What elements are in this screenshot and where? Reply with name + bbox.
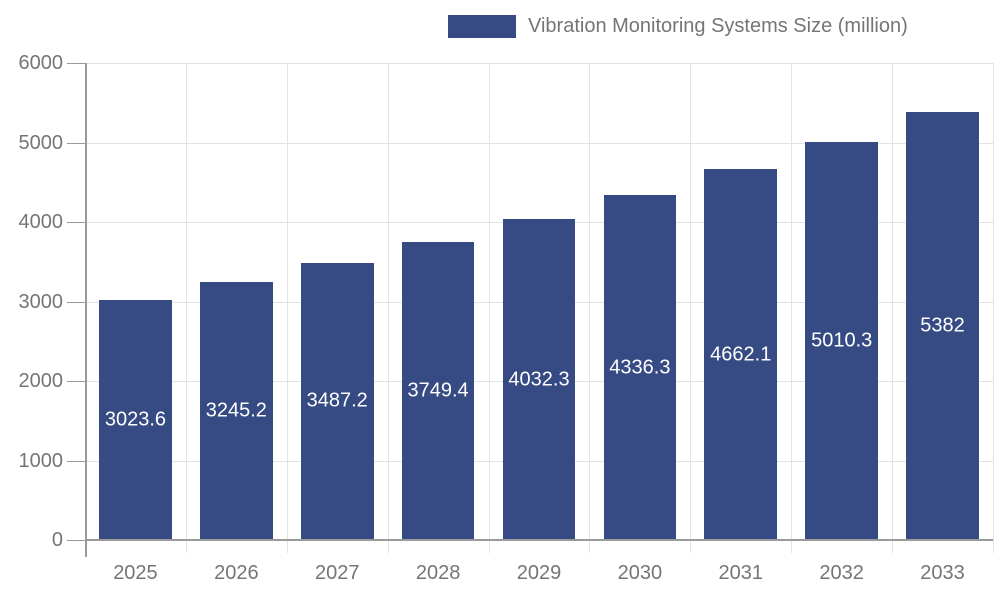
x-axis-tick-label: 2031: [718, 562, 764, 584]
x-axis-tick-label: 2027: [314, 562, 360, 584]
plot-area: 3023.6 3245.2 3487.2 3749.4 4032.3 4336.3 4662…: [85, 63, 994, 553]
bar-value-label: 3487.2: [306, 389, 368, 412]
gridline-vertical: [488, 63, 490, 553]
bar-value-label: 4662.1: [710, 343, 772, 366]
y-axis-tick: [67, 63, 85, 64]
gridline-vertical: [387, 63, 389, 553]
legend-item[interactable]: Vibration Monitoring Systems Size (milli…: [448, 15, 908, 38]
x-axis-tick-label: 2030: [617, 562, 663, 584]
gridline-vertical: [690, 63, 692, 553]
bar-value-label: 3749.4: [407, 379, 469, 402]
bar-value-label: 5010.3: [811, 329, 873, 352]
bar-value-label: 3023.6: [104, 408, 167, 431]
y-axis-tick-label: 1000: [18, 449, 64, 472]
bar[interactable]: 3749.4: [401, 241, 475, 540]
y-axis-tick: [67, 222, 85, 223]
bar-value-label: 4032.3: [508, 368, 570, 391]
bar[interactable]: 4336.3: [603, 195, 677, 540]
bar-value-label: 3245.2: [205, 399, 267, 422]
gridline-vertical: [286, 63, 288, 553]
gridline-horizontal: [85, 63, 993, 64]
x-axis-tick-label: 2028: [415, 562, 461, 584]
gridline-vertical: [791, 63, 793, 553]
y-axis-tick-label: 3000: [18, 290, 64, 313]
x-axis-tick-label: 2033: [920, 562, 965, 584]
y-axis-tick: [67, 460, 85, 462]
bar[interactable]: 3245.2: [200, 282, 273, 540]
y-axis-line: [85, 63, 87, 557]
bar[interactable]: 5010.3: [805, 141, 878, 540]
x-axis-tick-label: 2026: [214, 562, 259, 584]
y-axis-tick: [67, 301, 85, 303]
gridline-vertical: [589, 63, 591, 553]
bar[interactable]: 3487.2: [300, 262, 374, 540]
legend-swatch: [448, 15, 516, 38]
bar-value-label: 4336.3: [609, 356, 671, 379]
bar[interactable]: 3023.6: [99, 299, 172, 540]
y-axis-tick-label: 4000: [18, 211, 64, 233]
x-axis-tick-label: 2025: [113, 562, 158, 584]
x-axis-tick-label: 2032: [819, 562, 864, 584]
y-axis-tick-label: 6000: [18, 52, 64, 74]
gridline-horizontal: [85, 142, 993, 144]
y-axis-tick-label: 2000: [18, 370, 64, 392]
y-axis-tick-label: 0: [51, 529, 63, 551]
gridline-vertical: [892, 63, 894, 553]
y-axis-tick-label: 5000: [18, 131, 64, 154]
legend-label: Vibration Monitoring Systems Size (milli…: [528, 15, 908, 37]
gridline-vertical: [185, 63, 187, 553]
x-axis-line: [85, 539, 993, 541]
y-axis-tick: [67, 381, 85, 382]
bar[interactable]: 4662.1: [704, 169, 778, 540]
x-axis-tick-label: 2029: [516, 562, 562, 584]
bar[interactable]: 5382: [906, 112, 979, 540]
bar[interactable]: 4032.3: [502, 219, 576, 540]
bar-value-label: 5382: [920, 314, 965, 337]
gridline-vertical: [993, 63, 994, 553]
y-axis-tick: [67, 142, 85, 144]
y-axis-tick: [67, 540, 85, 541]
